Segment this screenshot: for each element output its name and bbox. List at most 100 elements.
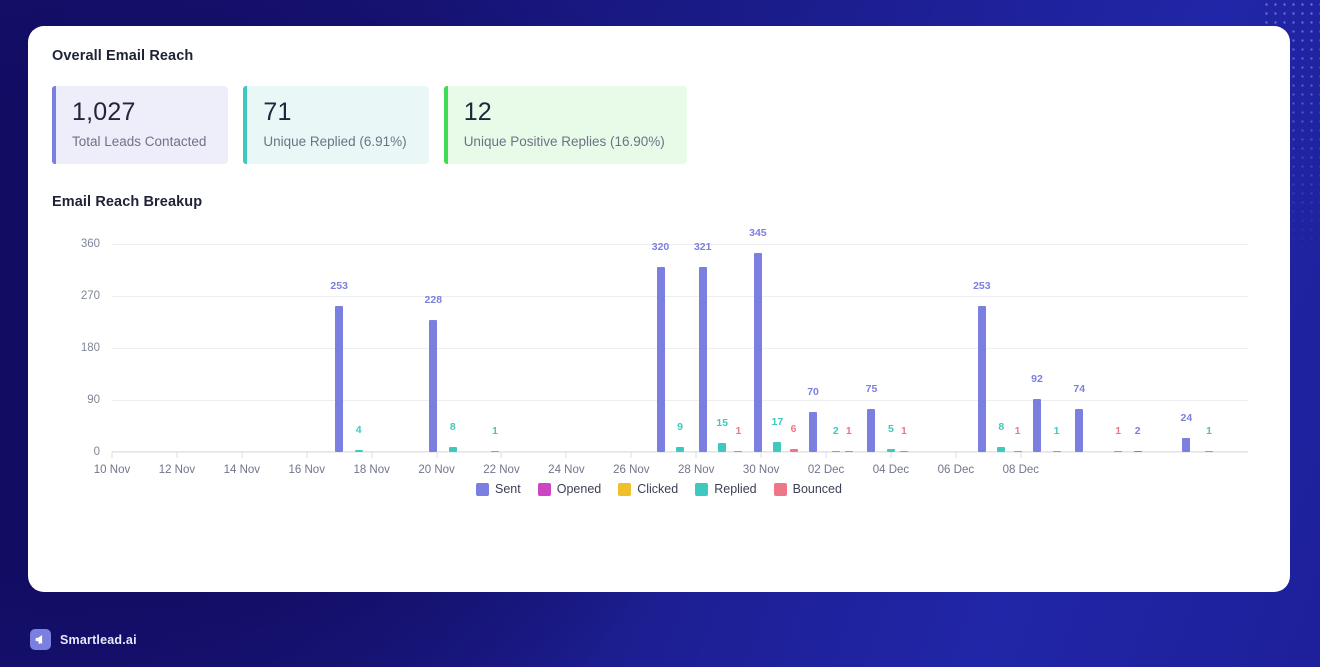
x-axis-tick-label: 22 Nov <box>483 464 520 476</box>
bar-value-label: 253 <box>973 279 991 292</box>
bar-value-label: 2 <box>832 424 839 437</box>
y-axis-tick: 180 <box>80 342 100 354</box>
bar-sent[interactable] <box>867 408 876 452</box>
x-axis-tick-label: 12 Nov <box>158 464 196 476</box>
bar-replied[interactable] <box>1052 450 1061 452</box>
x-axis-tick-label: 28 Nov <box>678 464 715 476</box>
bar-bounced[interactable] <box>734 450 743 452</box>
bar-sent[interactable] <box>809 411 818 452</box>
email-reach-breakup-title: Email Reach Breakup <box>52 194 203 210</box>
legend-swatch-icon <box>695 482 709 496</box>
bar-sent[interactable] <box>1033 398 1042 452</box>
legend-label: Bounced <box>792 482 842 496</box>
bar-replied[interactable] <box>886 449 895 452</box>
bar-sent[interactable] <box>656 267 665 452</box>
legend-item-clicked[interactable]: Clicked <box>618 482 678 496</box>
legend-label: Sent <box>495 482 521 496</box>
legend-item-sent[interactable]: Sent <box>476 482 521 496</box>
bar-bounced[interactable] <box>899 450 908 452</box>
chart-plot-area: 0 90 180 270 360 10 Nov 12 Nov 14 Nov 16 Nov 18 N… <box>81 227 1248 476</box>
bar-value-label: 253 <box>330 279 348 292</box>
x-axis-tick-mark <box>241 452 243 458</box>
legend-label: Clicked <box>637 482 679 496</box>
bar-value-label: 228 <box>424 294 443 307</box>
x-axis-tick-mark <box>371 452 373 458</box>
x-axis-tick-label: 26 Nov <box>613 464 650 476</box>
bar-value-label: 15 <box>716 417 729 430</box>
x-axis-tick-mark <box>500 452 502 458</box>
bar-value-label: 8 <box>998 421 1005 434</box>
legend-swatch-icon <box>618 482 632 496</box>
bar-value-label: 74 <box>1073 383 1086 396</box>
x-axis-tick-label: 02 Dec <box>807 464 845 476</box>
stat-tile-1: 71 Unique Replied (6.91%) <box>243 86 429 164</box>
stat-label: Total Leads Contacted <box>72 134 207 150</box>
bar-bounced[interactable] <box>844 450 853 452</box>
legend-item-opened[interactable]: Opened <box>537 482 602 496</box>
x-axis-tick-mark <box>695 452 697 458</box>
bar-bounced[interactable] <box>1114 450 1123 452</box>
bar-value-label: 24 <box>1180 412 1193 425</box>
x-axis-tick-mark <box>955 452 957 458</box>
legend-item-bounced[interactable]: Bounced <box>773 482 842 496</box>
legend-label: Opened <box>556 482 602 496</box>
legend-item-replied[interactable]: Replied <box>695 482 757 496</box>
bar-sent[interactable] <box>1133 450 1142 452</box>
bar-value-label: 17 <box>771 416 784 429</box>
stat-value: 71 <box>263 98 292 126</box>
bar-replied[interactable] <box>718 443 727 452</box>
legend-swatch-icon <box>476 482 490 496</box>
email-reach-breakup-chart: 0 90 180 270 360 10 Nov 12 Nov 14 Nov 16 Nov 18 N… <box>52 227 1266 504</box>
bar-value-label: 1 <box>901 424 907 437</box>
x-axis-tick-label: 08 Dec <box>1002 464 1040 476</box>
x-axis-tick-label: 06 Dec <box>937 464 975 476</box>
bar-sent[interactable] <box>753 252 762 452</box>
bar-sent[interactable] <box>335 305 344 452</box>
bar-replied[interactable] <box>773 442 782 452</box>
bar-value-label: 1 <box>1115 424 1122 437</box>
report-card: Overall Email Reach 1,027 Total Leads Con… <box>28 26 1290 592</box>
bar-sent[interactable] <box>1182 438 1191 452</box>
bar-value-label: 1 <box>492 424 498 437</box>
y-axis-tick: 90 <box>87 394 100 406</box>
bar-value-label: 2 <box>1134 424 1141 437</box>
x-axis-tick-mark <box>890 452 892 458</box>
y-axis-tick: 0 <box>93 446 100 458</box>
bar-replied[interactable] <box>490 450 499 452</box>
x-axis-tick-mark <box>176 452 178 458</box>
bar-value-label: 1 <box>1014 424 1021 437</box>
stat-label: Unique Positive Replies (16.90%) <box>463 134 665 150</box>
bar-sent[interactable] <box>977 305 986 452</box>
bar-value-label: 1 <box>1206 424 1212 437</box>
bar-replied[interactable] <box>1205 450 1214 452</box>
bar-value-label: 8 <box>449 421 456 434</box>
x-axis-tick-mark <box>565 452 567 458</box>
gridline <box>112 296 1248 297</box>
x-axis-tick-mark <box>436 452 438 458</box>
bar-value-label: 1 <box>845 424 852 437</box>
brand-name: Smartlead.ai <box>60 632 137 647</box>
bar-replied[interactable] <box>831 450 840 452</box>
bar-sent[interactable] <box>698 266 707 452</box>
bar-sent[interactable] <box>1075 409 1084 452</box>
stat-tiles: 1,027 Total Leads Contacted 71 Unique Repli… <box>52 86 1266 164</box>
overall-email-reach-title: Overall Email Reach <box>52 48 194 64</box>
bar-replied[interactable] <box>354 449 363 452</box>
bar-value-label: 92 <box>1031 372 1043 385</box>
bar-value-label: 4 <box>355 423 362 436</box>
bar-bounced[interactable] <box>1013 450 1022 452</box>
bar-sent[interactable] <box>429 320 438 452</box>
megaphone-icon <box>30 629 51 650</box>
x-axis-tick-label: 24 Nov <box>548 464 585 476</box>
stat-value: 1,027 <box>72 98 136 126</box>
bar-value-label: 6 <box>790 422 797 435</box>
bar-replied[interactable] <box>676 446 684 452</box>
y-axis-tick: 270 <box>80 290 100 302</box>
stat-value: 12 <box>463 98 492 126</box>
bar-value-label: 70 <box>807 385 819 398</box>
x-axis-tick-mark <box>1020 452 1022 458</box>
gridline <box>112 244 1248 245</box>
bar-replied[interactable] <box>448 447 457 452</box>
bar-bounced[interactable] <box>789 448 798 452</box>
bar-replied[interactable] <box>997 447 1006 452</box>
